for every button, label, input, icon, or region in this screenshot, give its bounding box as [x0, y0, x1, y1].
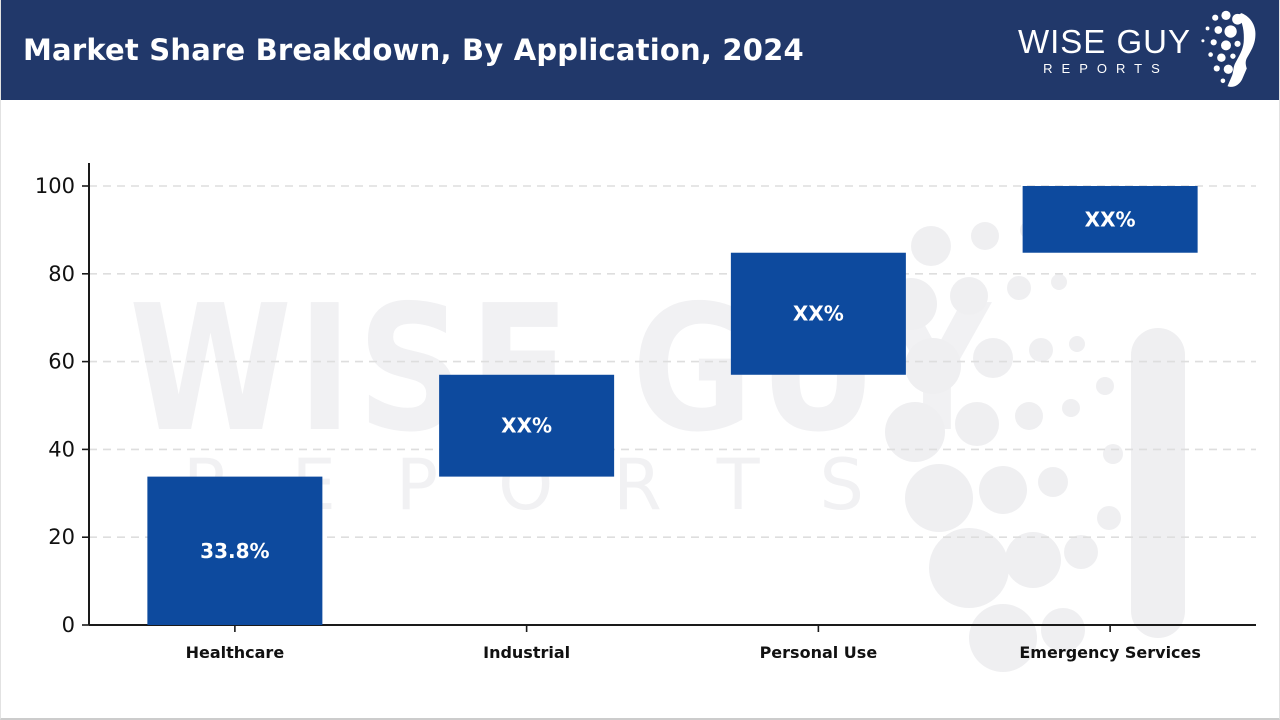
dotted-head-icon [1201, 10, 1256, 87]
bar-industrial [439, 374, 615, 477]
bar-value-label-emergency-services: XX% [1085, 207, 1136, 231]
bar-personal-use [730, 252, 906, 375]
bar-healthcare [147, 476, 323, 625]
logo-wiseguy-text: WISE GUY [1017, 23, 1191, 60]
y-tick-label: 100 [35, 174, 75, 198]
header-bar: Market Share Breakdown, By Application, … [1, 0, 1279, 100]
x-category-label-healthcare: Healthcare [186, 643, 285, 662]
x-category-label-emergency-services: Emergency Services [1019, 643, 1201, 662]
x-category-label-personal-use: Personal Use [760, 643, 878, 662]
y-tick-label: 40 [48, 437, 75, 461]
y-tick-label: 0 [62, 613, 75, 637]
wise-guy-logo: WISE GUY REPORTS [1018, 10, 1257, 90]
bar-value-label-industrial: XX% [501, 414, 552, 438]
bar-value-label-personal-use: XX% [793, 302, 844, 326]
y-tick-label: 60 [48, 350, 75, 374]
bar-value-label-healthcare: 33.8% [200, 539, 269, 563]
logo-text: WISE GUY REPORTS [1018, 25, 1191, 75]
chart-title: Market Share Breakdown, By Application, … [23, 33, 804, 67]
x-category-label-industrial: Industrial [483, 643, 570, 662]
chart-area: WISE GUY REPORTS 0 20 40 60 80 100 33.8% Health… [1, 100, 1279, 718]
y-tick-label: 80 [48, 262, 75, 286]
bar-emergency-services [1022, 186, 1198, 253]
logo-reports-text: REPORTS [1043, 61, 1169, 76]
y-tick-label: 20 [48, 525, 75, 549]
waterfall-bar-chart: 0 20 40 60 80 100 33.8% Healthcare XX% Industrial… [35, 163, 1256, 662]
